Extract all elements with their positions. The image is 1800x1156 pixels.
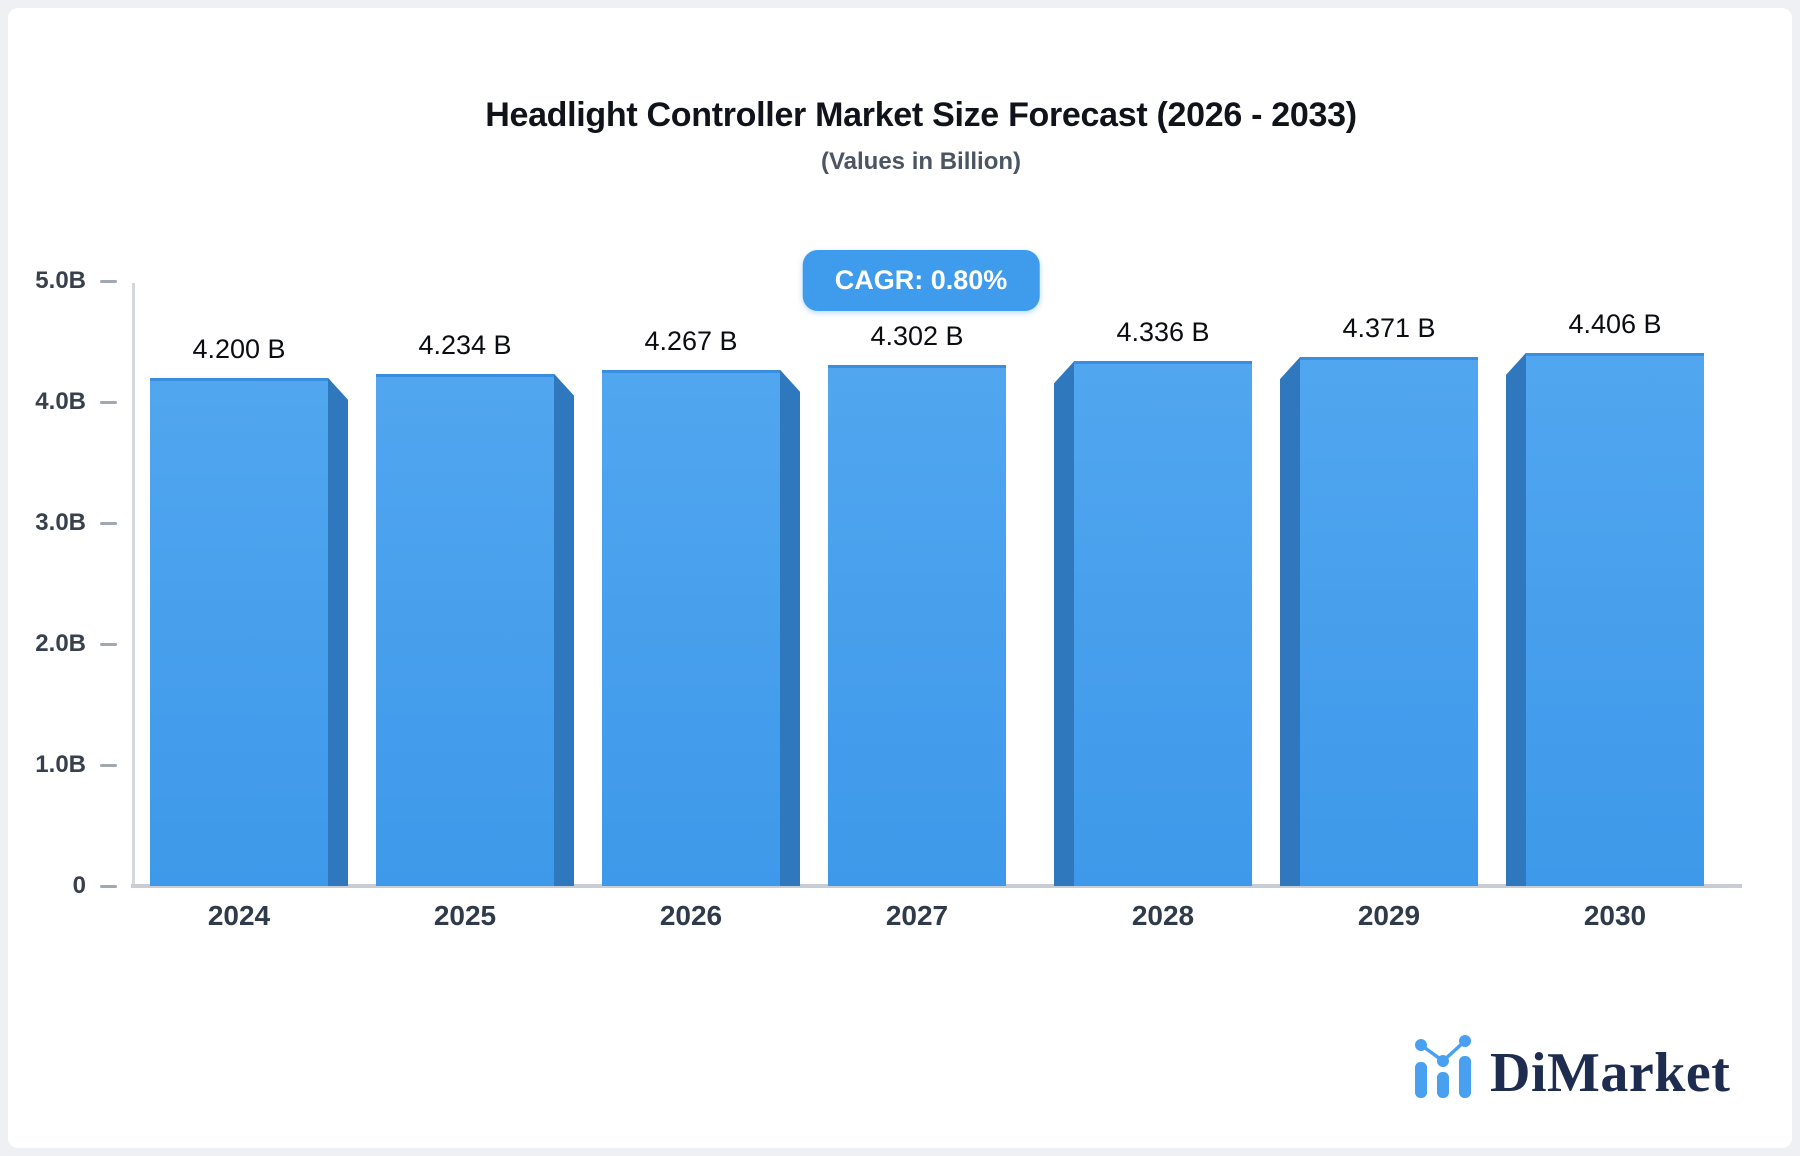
y-tick-mark: [100, 885, 117, 888]
bar-side-3d-2024: [328, 377, 348, 886]
bar-value-label-2026: 4.267 B: [644, 325, 738, 356]
x-axis-label-2025: 2025: [433, 900, 497, 931]
y-tick-mark: [100, 764, 117, 767]
y-tick-label-1.0B: 1.0B: [35, 751, 86, 778]
bar-chart-icon: [1412, 1032, 1476, 1105]
bar-value-label-2030: 4.406 B: [1568, 308, 1662, 339]
x-axis-label-2030: 2030: [1583, 900, 1647, 931]
y-tick-mark: [100, 522, 117, 525]
bar-side-3d-2029: [1280, 357, 1300, 886]
bar-side-3d-2025: [554, 373, 574, 886]
bar-side-3d-2030: [1506, 352, 1526, 886]
bar-value-label-2024: 4.200 B: [192, 333, 286, 364]
bar-2028: [1074, 361, 1252, 886]
bar-2024: [150, 377, 328, 886]
x-axis-label-2027: 2027: [885, 900, 949, 931]
brand-name: DiMarket: [1490, 1042, 1731, 1104]
x-axis-label-2026: 2026: [659, 900, 723, 931]
brand-logo: DiMarket: [1412, 1032, 1730, 1105]
bar-2026: [602, 369, 780, 886]
chart-subtitle: (Values in Billion): [820, 148, 1022, 175]
y-tick-mark: [100, 280, 117, 283]
y-tick-label-5.0B: 5.0B: [35, 267, 86, 294]
x-axis-baseline: [131, 884, 1742, 888]
bar-value-label-2027: 4.302 B: [870, 321, 964, 352]
x-axis-label-2028: 2028: [1131, 900, 1195, 931]
y-tick-label-4.0B: 4.0B: [35, 388, 86, 415]
x-axis-label-2024: 2024: [207, 900, 271, 931]
bar-value-label-2025: 4.234 B: [418, 329, 512, 360]
bar-side-3d-2026: [780, 369, 800, 886]
bar-2029: [1300, 357, 1478, 886]
y-axis-line: [132, 283, 135, 886]
y-tick-label-0: 0: [72, 872, 86, 899]
y-tick-label-2.0B: 2.0B: [35, 630, 86, 657]
cagr-badge: CAGR: 0.80%: [802, 250, 1040, 311]
bar-value-label-2029: 4.371 B: [1342, 313, 1436, 344]
bar-2030: [1526, 352, 1704, 886]
y-tick-label-3.0B: 3.0B: [35, 509, 86, 536]
bar-value-label-2028: 4.336 B: [1116, 317, 1210, 348]
bar-2025: [376, 373, 554, 886]
y-tick-mark: [100, 401, 117, 404]
x-axis-label-2029: 2029: [1357, 900, 1421, 931]
bar-side-3d-2028: [1054, 361, 1074, 886]
page-title: Headlight Controller Market Size Forecas…: [485, 96, 1357, 134]
bar-2027: [828, 365, 1006, 886]
y-tick-mark: [100, 643, 117, 646]
